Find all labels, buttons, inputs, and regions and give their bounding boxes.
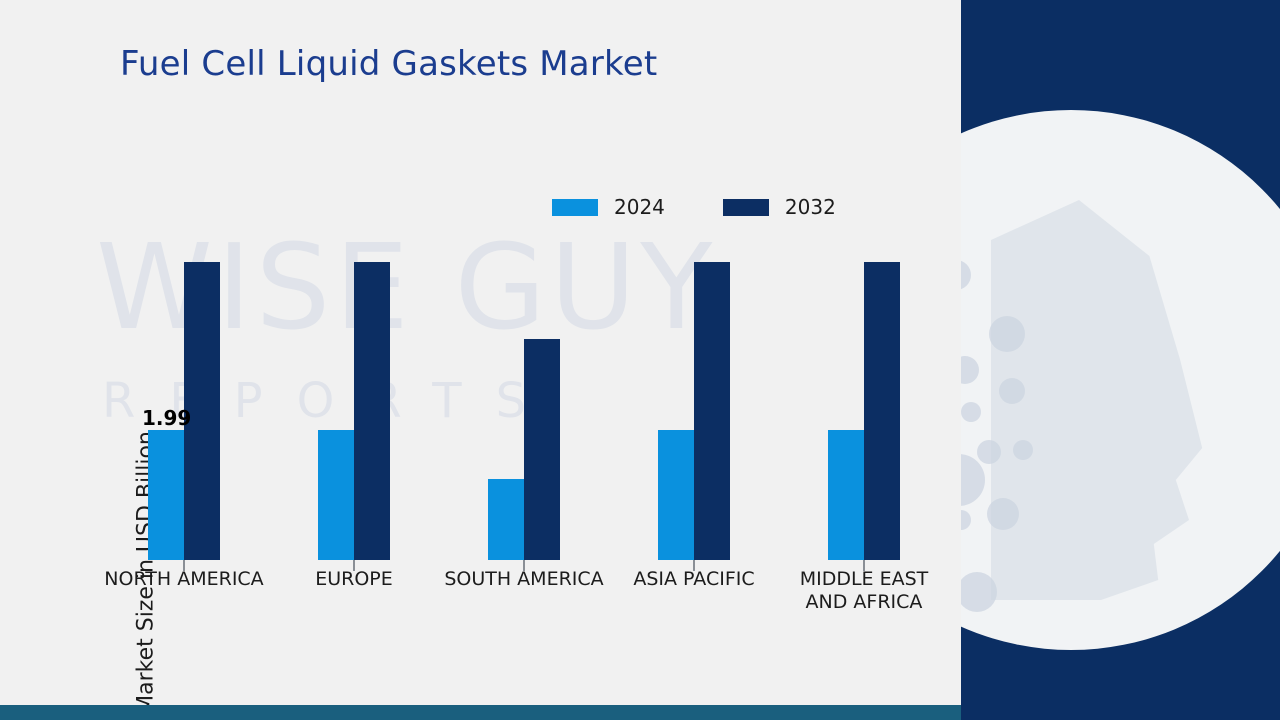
neural-dot [961, 260, 971, 290]
axis-tick [523, 560, 525, 571]
bars-layer: NORTH AMERICA EUROPE SOUTH AMERICA ASIA PAC… [104, 262, 929, 613]
x-axis-label-north-america: NORTH AMERICA [104, 568, 264, 590]
neural-dot [1013, 440, 1033, 460]
axis-tick [693, 560, 695, 571]
bar-2024-middle-east-and-africa[interactable] [828, 430, 864, 560]
bar-2024-asia-pacific[interactable] [658, 430, 694, 560]
face-inner-shade [991, 200, 1203, 600]
neural-dot [961, 572, 997, 612]
data-label: 1.99 [142, 406, 192, 430]
bar-chart: Market Size in USD Billion 2024 2032 NOR… [104, 195, 929, 714]
legend-item-2024[interactable]: 2024 [552, 195, 723, 219]
bar-2024-south-america[interactable] [488, 479, 524, 560]
neural-dot [987, 498, 1019, 530]
neural-dot [989, 316, 1025, 352]
axis-tick [353, 560, 355, 571]
neural-dot [961, 402, 981, 422]
bar-2032-south-america[interactable] [524, 339, 560, 560]
bar-2032-europe[interactable] [354, 262, 390, 560]
neural-dot [977, 440, 1001, 464]
neural-dots-graphic [961, 110, 1280, 650]
x-axis-label-asia-pacific: ASIA PACIFIC [633, 568, 755, 590]
bar-2024-north-america[interactable] [148, 430, 184, 560]
bar-2032-asia-pacific[interactable] [694, 262, 730, 560]
x-axis-label-south-america: SOUTH AMERICA [444, 568, 604, 590]
neural-dot [961, 356, 979, 384]
page-title: Fuel Cell Liquid Gaskets Market [120, 44, 658, 84]
neural-dot [999, 378, 1025, 404]
chart-legend: 2024 2032 [552, 195, 894, 219]
axis-tick [863, 560, 865, 571]
legend-label-2024: 2024 [614, 195, 665, 219]
bar-2032-north-america[interactable] [184, 262, 220, 560]
legend-swatch-2032 [722, 198, 769, 216]
x-axis-label-middle-east-and-africa: MIDDLE EAST AND AFRICA [799, 568, 929, 613]
neural-dot [961, 510, 971, 530]
legend-item-2032[interactable]: 2032 [722, 195, 894, 219]
x-axis-label-europe: EUROPE [315, 568, 393, 590]
legend-swatch-2024 [552, 198, 598, 216]
bar-2024-europe[interactable] [318, 430, 354, 560]
bar-2032-middle-east-and-africa[interactable] [864, 262, 900, 560]
legend-label-2032: 2032 [784, 195, 836, 219]
footer-strip [0, 705, 961, 720]
brand-panel: WISE GUY R E P O R T S [961, 0, 1280, 720]
axis-tick [183, 560, 185, 571]
